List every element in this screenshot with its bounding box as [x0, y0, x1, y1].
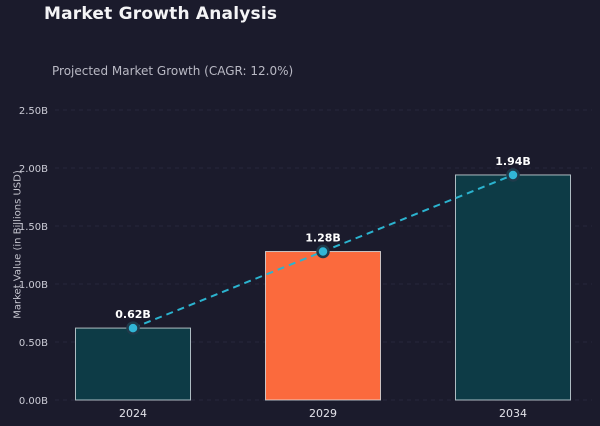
trend-marker-2034 [506, 168, 520, 182]
trend-marker-2029 [316, 244, 330, 259]
value-label-2029: 1.28B [305, 232, 341, 245]
bar-2024 [75, 327, 191, 401]
x-tick-label-2034: 2034 [499, 407, 527, 420]
chart-subtitle: Projected Market Growth (CAGR: 12.0%) [52, 64, 294, 78]
y-tick-label: 2.00B [19, 164, 48, 175]
value-label-2034: 1.94B [495, 155, 531, 168]
chart-title: Market Growth Analysis [44, 4, 278, 24]
y-tick-label: 0.00B [19, 396, 48, 407]
y-tick-label: 0.50B [19, 338, 48, 349]
x-tick-label-2029: 2029 [309, 407, 337, 420]
bar-2029 [265, 251, 381, 401]
x-tick-label-2024: 2024 [119, 407, 147, 420]
y-tick-label: 2.50B [19, 106, 48, 117]
y-tick-label: 1.50B [19, 222, 48, 233]
bar-2034 [455, 174, 571, 401]
y-tick-label: 1.00B [19, 280, 48, 291]
trend-marker-2024 [126, 321, 140, 335]
value-label-2024: 0.62B [115, 308, 151, 321]
